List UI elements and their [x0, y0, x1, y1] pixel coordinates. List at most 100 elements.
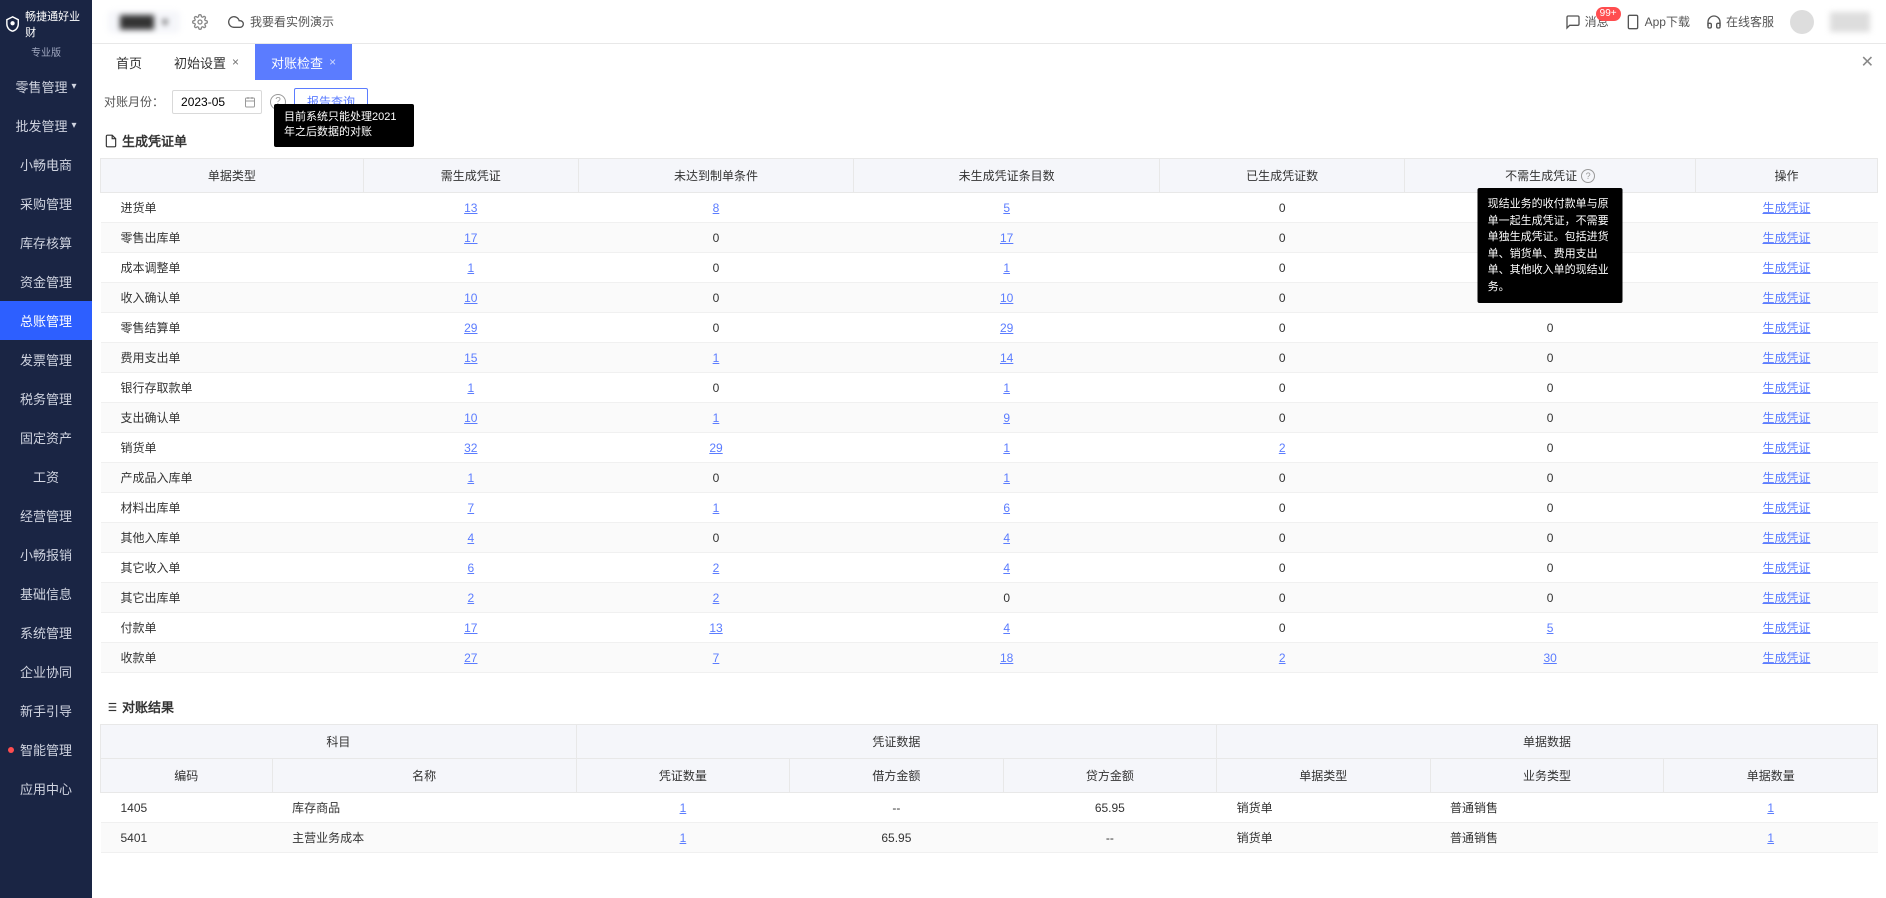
- generate-voucher-link[interactable]: 生成凭证: [1762, 291, 1810, 305]
- cell-link[interactable]: 13: [709, 621, 722, 635]
- cell-link[interactable]: 7: [467, 501, 474, 515]
- nav-item[interactable]: 新手引导: [0, 691, 92, 730]
- cell-link[interactable]: 9: [1003, 411, 1010, 425]
- nav-item[interactable]: 小畅电商: [0, 145, 92, 184]
- tab[interactable]: 首页: [100, 44, 158, 80]
- cell-link[interactable]: 1: [1767, 831, 1774, 845]
- app-download-button[interactable]: App下载: [1625, 13, 1690, 30]
- company-selector[interactable]: ████ ▾: [108, 11, 180, 33]
- tab[interactable]: 初始设置×: [158, 44, 255, 80]
- nav-item[interactable]: 基础信息: [0, 574, 92, 613]
- cell-link[interactable]: 1: [1003, 441, 1010, 455]
- demo-link[interactable]: 我要看实例演示: [228, 13, 334, 30]
- close-icon[interactable]: ×: [232, 55, 239, 69]
- cell-link[interactable]: 1: [1003, 381, 1010, 395]
- messages-button[interactable]: 消息 99+: [1565, 13, 1609, 30]
- generate-voucher-link[interactable]: 生成凭证: [1762, 651, 1810, 665]
- cell-link[interactable]: 4: [1003, 531, 1010, 545]
- nav-item[interactable]: 工资: [0, 457, 92, 496]
- cell-link[interactable]: 1: [713, 411, 720, 425]
- cell-link[interactable]: 1: [467, 471, 474, 485]
- cell-link[interactable]: 10: [464, 291, 477, 305]
- cell-link[interactable]: 29: [1000, 321, 1013, 335]
- generate-voucher-link[interactable]: 生成凭证: [1762, 411, 1810, 425]
- gear-icon[interactable]: [192, 14, 208, 30]
- nav-item[interactable]: 系统管理: [0, 613, 92, 652]
- generate-voucher-link[interactable]: 生成凭证: [1762, 261, 1810, 275]
- cell-link[interactable]: 1: [680, 831, 687, 845]
- date-input[interactable]: [172, 90, 262, 114]
- cell-link[interactable]: 7: [713, 651, 720, 665]
- nav-item[interactable]: 发票管理: [0, 340, 92, 379]
- cell-link[interactable]: 2: [1279, 441, 1286, 455]
- cell-link[interactable]: 4: [1003, 621, 1010, 635]
- cell-link[interactable]: 1: [1003, 471, 1010, 485]
- cell-link[interactable]: 5: [1547, 621, 1554, 635]
- generate-voucher-link[interactable]: 生成凭证: [1762, 231, 1810, 245]
- generate-voucher-link[interactable]: 生成凭证: [1762, 561, 1810, 575]
- cell-link[interactable]: 1: [1003, 261, 1010, 275]
- cell-link[interactable]: 17: [464, 231, 477, 245]
- cell-link[interactable]: 13: [464, 201, 477, 215]
- generate-voucher-link[interactable]: 生成凭证: [1762, 201, 1810, 215]
- tab[interactable]: 对账检查×: [255, 44, 352, 80]
- table-cell: 销货单: [1217, 823, 1430, 853]
- cell-link[interactable]: 32: [464, 441, 477, 455]
- cell-link[interactable]: 2: [713, 591, 720, 605]
- cell-link[interactable]: 2: [713, 561, 720, 575]
- nav-item[interactable]: 智能管理: [0, 730, 92, 769]
- cell-link[interactable]: 29: [464, 321, 477, 335]
- cell-link[interactable]: 15: [464, 351, 477, 365]
- cell-link[interactable]: 4: [467, 531, 474, 545]
- generate-voucher-link[interactable]: 生成凭证: [1762, 591, 1810, 605]
- generate-voucher-link[interactable]: 生成凭证: [1762, 441, 1810, 455]
- nav-item[interactable]: 小畅报销: [0, 535, 92, 574]
- generate-voucher-link[interactable]: 生成凭证: [1762, 531, 1810, 545]
- cell-link[interactable]: 1: [1767, 801, 1774, 815]
- header-tooltip: 现结业务的收付款单与原单一起生成凭证，不需要单独生成凭证。包括进货单、销货单、费…: [1478, 188, 1623, 303]
- close-icon[interactable]: ×: [329, 55, 336, 69]
- cell-link[interactable]: 2: [1279, 651, 1286, 665]
- nav-item[interactable]: 零售管理▾: [0, 67, 92, 106]
- close-all-tabs[interactable]: ✕: [1861, 52, 1874, 72]
- cell-link[interactable]: 30: [1543, 651, 1556, 665]
- cell-link[interactable]: 2: [467, 591, 474, 605]
- nav-item[interactable]: 经营管理: [0, 496, 92, 535]
- nav-item[interactable]: 企业协同: [0, 652, 92, 691]
- cell-link[interactable]: 1: [467, 261, 474, 275]
- cell-link[interactable]: 17: [1000, 231, 1013, 245]
- cell-link[interactable]: 10: [464, 411, 477, 425]
- generate-voucher-link[interactable]: 生成凭证: [1762, 381, 1810, 395]
- nav-item[interactable]: 应用中心: [0, 769, 92, 808]
- cell-link[interactable]: 1: [713, 501, 720, 515]
- cell-link[interactable]: 4: [1003, 561, 1010, 575]
- help-icon[interactable]: ?: [1581, 169, 1595, 183]
- nav-item[interactable]: 税务管理: [0, 379, 92, 418]
- cell-link[interactable]: 6: [467, 561, 474, 575]
- cell-link[interactable]: 5: [1003, 201, 1010, 215]
- generate-voucher-link[interactable]: 生成凭证: [1762, 621, 1810, 635]
- nav-item[interactable]: 总账管理: [0, 301, 92, 340]
- customer-service-button[interactable]: 在线客服: [1706, 13, 1774, 30]
- nav-item[interactable]: 库存核算: [0, 223, 92, 262]
- cell-link[interactable]: 1: [713, 351, 720, 365]
- avatar[interactable]: [1790, 10, 1814, 34]
- nav-item[interactable]: 采购管理: [0, 184, 92, 223]
- cell-link[interactable]: 1: [680, 801, 687, 815]
- cell-link[interactable]: 6: [1003, 501, 1010, 515]
- cell-link[interactable]: 10: [1000, 291, 1013, 305]
- cell-link[interactable]: 29: [709, 441, 722, 455]
- nav-item[interactable]: 固定资产: [0, 418, 92, 457]
- generate-voucher-link[interactable]: 生成凭证: [1762, 471, 1810, 485]
- cell-link[interactable]: 1: [467, 381, 474, 395]
- generate-voucher-link[interactable]: 生成凭证: [1762, 351, 1810, 365]
- generate-voucher-link[interactable]: 生成凭证: [1762, 321, 1810, 335]
- cell-link[interactable]: 17: [464, 621, 477, 635]
- cell-link[interactable]: 27: [464, 651, 477, 665]
- cell-link[interactable]: 14: [1000, 351, 1013, 365]
- nav-item[interactable]: 批发管理▾: [0, 106, 92, 145]
- nav-item[interactable]: 资金管理: [0, 262, 92, 301]
- cell-link[interactable]: 18: [1000, 651, 1013, 665]
- generate-voucher-link[interactable]: 生成凭证: [1762, 501, 1810, 515]
- cell-link[interactable]: 8: [713, 201, 720, 215]
